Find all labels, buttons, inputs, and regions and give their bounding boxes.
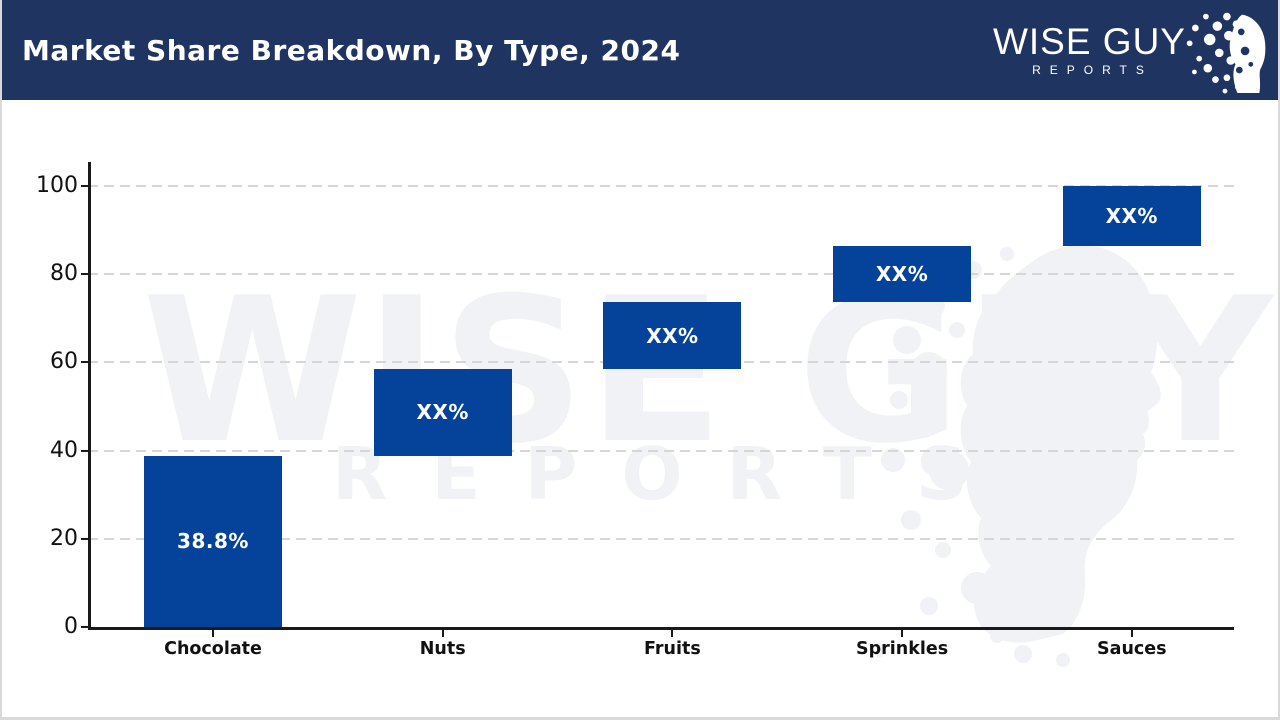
bar-value-label: XX% <box>875 261 929 286</box>
chart-title: Market Share Breakdown, By Type, 2024 <box>22 33 681 67</box>
wise-guy-logo: WISE GUY REPORTS <box>993 4 1268 96</box>
chart-area: WISE GUY REPORTS 0 20 40 60 80 100 38.8% Chocol… <box>2 100 1278 717</box>
y-tick <box>81 449 88 452</box>
x-tick <box>901 629 904 637</box>
gridline <box>88 273 1234 276</box>
y-tick-label: 80 <box>50 261 78 287</box>
x-tick <box>1130 629 1133 637</box>
bar-fruits: XX% <box>603 302 742 369</box>
bar-value-label: XX% <box>416 400 469 425</box>
x-category-label: Chocolate <box>164 639 262 659</box>
logo-text: WISE GUY REPORTS <box>992 20 1186 78</box>
bar-nuts: XX% <box>373 369 512 456</box>
y-tick-label: 100 <box>36 173 78 198</box>
bar-sprinkles: XX% <box>833 245 972 303</box>
header-bar: Market Share Breakdown, By Type, 2024 WI… <box>2 0 1278 100</box>
gridline <box>88 185 1234 187</box>
watermark-face-icon <box>877 245 1161 667</box>
gridline <box>88 449 1234 452</box>
y-tick-label: 40 <box>50 437 78 463</box>
logo-face-icon <box>1186 12 1266 94</box>
bar-sauces: XX% <box>1062 186 1201 246</box>
x-tick <box>212 629 214 637</box>
y-tick <box>81 626 88 628</box>
logo-wiseguy-label: WISE GUY <box>992 20 1186 62</box>
x-category-label: Fruits <box>644 639 701 659</box>
y-tick <box>81 273 88 276</box>
y-tick <box>81 185 88 187</box>
gridline <box>88 537 1234 540</box>
logo-reports-label: REPORTS <box>1032 63 1153 78</box>
x-category-label: Nuts <box>419 639 466 659</box>
bar-value-label: XX% <box>1105 203 1158 228</box>
x-axis-line <box>88 627 1234 630</box>
x-tick <box>671 629 674 637</box>
y-tick <box>81 361 88 364</box>
x-category-label: Sprinkles <box>856 639 949 659</box>
y-axis-line <box>88 162 91 630</box>
bar-chocolate: 38.8% <box>144 455 282 627</box>
y-tick-label: 60 <box>50 349 78 375</box>
y-tick-label: 20 <box>50 525 78 551</box>
bar-value-label: 38.8% <box>177 529 249 554</box>
x-tick <box>441 629 444 637</box>
y-tick <box>81 537 88 540</box>
x-category-label: Sauces <box>1097 639 1167 659</box>
bar-value-label: XX% <box>646 323 699 348</box>
y-tick-label: 0 <box>64 614 78 639</box>
